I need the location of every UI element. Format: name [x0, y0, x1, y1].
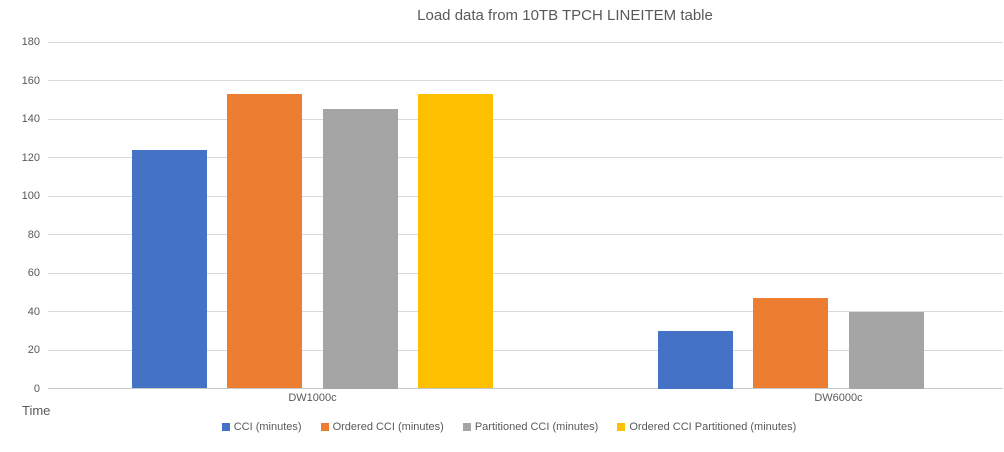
bar-dw1000c-series-2	[227, 93, 303, 389]
y-tick-label-40: 40	[27, 305, 40, 318]
legend-label: Ordered CCI (minutes)	[332, 421, 444, 433]
legend-item-3: Partitioned CCI (minutes)	[462, 421, 599, 433]
gridline-160	[48, 80, 1003, 81]
bar-dw1000c-series-4	[418, 93, 494, 389]
category-label-dw1000c: DW1000c	[288, 392, 337, 404]
bar-dw6000c-series-1	[657, 330, 733, 389]
gridline-180	[48, 41, 1003, 43]
gridline-20	[48, 349, 1003, 351]
legend-swatch-icon	[617, 423, 626, 431]
chart-title: Load data from 10TB TPCH LINEITEM table	[417, 7, 713, 24]
y-tick-label-60: 60	[27, 267, 40, 279]
y-tick-label-100: 100	[21, 190, 40, 202]
x-axis-line	[48, 388, 1003, 389]
time-axis-label: Time	[22, 403, 51, 418]
y-tick-label-0: 0	[33, 382, 40, 395]
legend-item-2: Ordered CCI (minutes)	[320, 421, 444, 433]
bar-dw6000c-series-3	[848, 311, 924, 389]
gridline-120	[48, 157, 1003, 158]
chart-legend: CCI (minutes) Ordered CCI (minutes) Partit…	[0, 421, 1004, 433]
y-tick-label-80: 80	[27, 228, 40, 241]
legend-label: Ordered CCI Partitioned (minutes)	[629, 421, 797, 433]
y-tick-label-160: 160	[21, 74, 40, 87]
legend-swatch-icon	[462, 423, 471, 431]
legend-label: CCI (minutes)	[233, 421, 302, 433]
y-tick-label-20: 20	[27, 344, 40, 356]
legend-item-1: CCI (minutes)	[221, 421, 302, 433]
gridline-40	[48, 311, 1003, 312]
bar-dw6000c-series-2	[753, 298, 829, 389]
gridline-60	[48, 272, 1003, 274]
legend-item-4: Ordered CCI Partitioned (minutes)	[617, 421, 796, 433]
category-label-dw6000c: DW6000c	[814, 392, 863, 404]
gridline-140	[48, 118, 1003, 120]
bar-dw1000c-series-3	[322, 109, 398, 389]
legend-swatch-icon	[320, 423, 329, 431]
y-tick-label-120: 120	[21, 151, 40, 164]
legend-swatch-icon	[221, 423, 230, 431]
y-tick-label-140: 140	[21, 113, 40, 125]
legend-label: Partitioned CCI (minutes)	[474, 421, 599, 433]
bar-dw1000c-series-1	[131, 149, 207, 389]
gridline-100	[48, 195, 1003, 197]
gridline-80	[48, 234, 1003, 235]
y-tick-label-180: 180	[21, 36, 40, 48]
